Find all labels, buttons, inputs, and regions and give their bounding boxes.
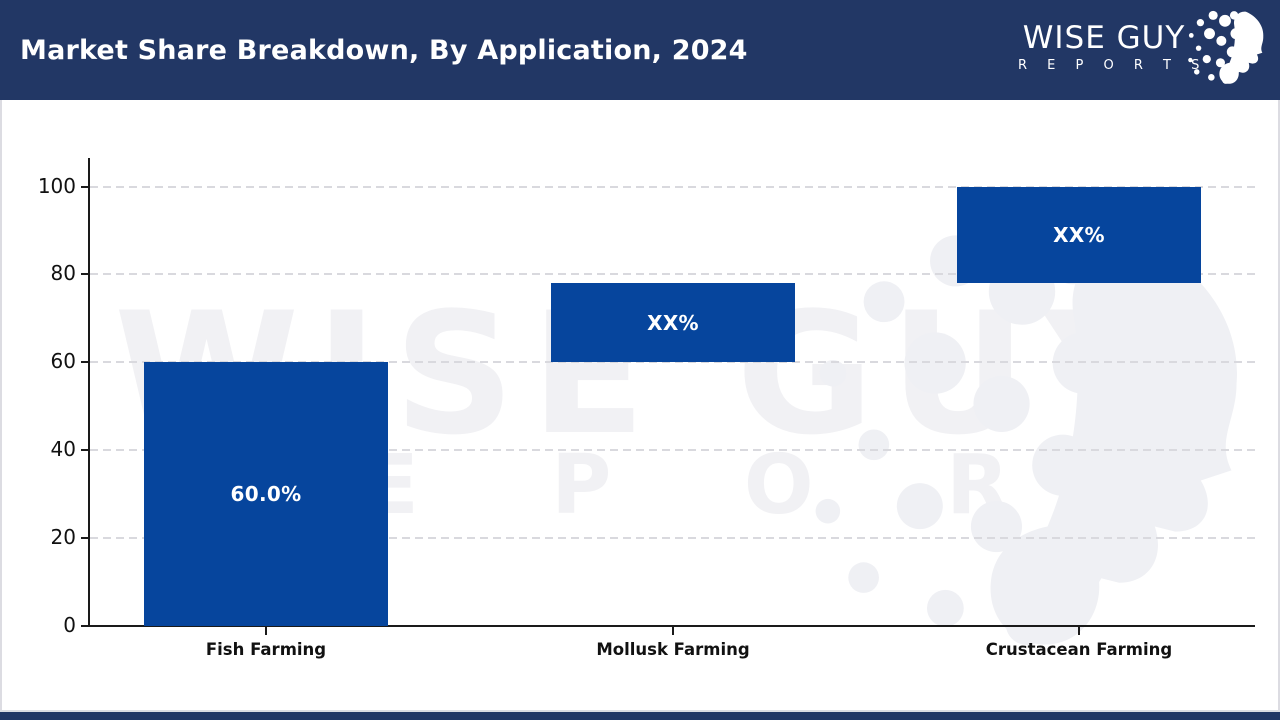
page-title: Market Share Breakdown, By Application, … — [20, 34, 748, 66]
header-bar: Market Share Breakdown, By Application, … — [0, 0, 1280, 100]
ytick-label-60: 60 — [50, 349, 76, 374]
ytick-label-0: 0 — [63, 613, 76, 637]
xtick-mark-2 — [1078, 627, 1080, 635]
y-axis-spine — [88, 158, 90, 627]
category-label-2: Crustacean Farming — [985, 640, 1173, 659]
xtick-mark-0 — [265, 627, 267, 635]
ytick-mark-80 — [81, 273, 90, 276]
bar-value-label: XX% — [1053, 222, 1105, 247]
bottom-border — [0, 710, 1280, 712]
ytick-mark-20 — [81, 537, 90, 540]
category-label-0: Fish Farming — [205, 640, 327, 659]
wiseguy-logo: WISE GUY R E P O R T S — [1018, 6, 1266, 94]
category-label-1: Mollusk Farming — [596, 640, 750, 659]
gridline-y60 — [90, 361, 1255, 364]
bar-mollusk-farming: XX% — [551, 283, 795, 363]
gridline-y100 — [90, 185, 1255, 188]
logo-text: WISE GUY R E P O R T S — [1018, 20, 1208, 73]
x-axis-spine — [88, 625, 1255, 627]
ytick-mark-100 — [81, 185, 90, 188]
footer-bar — [0, 712, 1280, 720]
ytick-label-40: 40 — [50, 437, 76, 462]
bar-crustacean-farming: XX% — [957, 186, 1201, 284]
plot-region: WISE GUY R E P O R T S 02040608010060.0%… — [0, 100, 1280, 712]
gridline-y80 — [90, 273, 1255, 276]
bar-value-label: 60.0% — [230, 482, 302, 507]
ytick-label-100: 100 — [37, 173, 76, 198]
ytick-label-20: 20 — [50, 525, 76, 550]
gridline-y20 — [90, 537, 1255, 540]
ytick-label-80: 80 — [50, 261, 76, 286]
dotted-face-icon — [1188, 10, 1264, 84]
bar-value-label: XX% — [647, 310, 699, 335]
xtick-mark-1 — [672, 627, 674, 635]
logo-subtitle: R E P O R T S — [1018, 58, 1208, 73]
ytick-mark-40 — [81, 449, 90, 452]
ytick-mark-0 — [81, 625, 90, 627]
ytick-mark-60 — [81, 361, 90, 364]
logo-wordmark: WISE GUY — [1022, 20, 1186, 56]
bar-fish-farming: 60.0% — [144, 362, 388, 626]
gridline-y40 — [90, 449, 1255, 452]
